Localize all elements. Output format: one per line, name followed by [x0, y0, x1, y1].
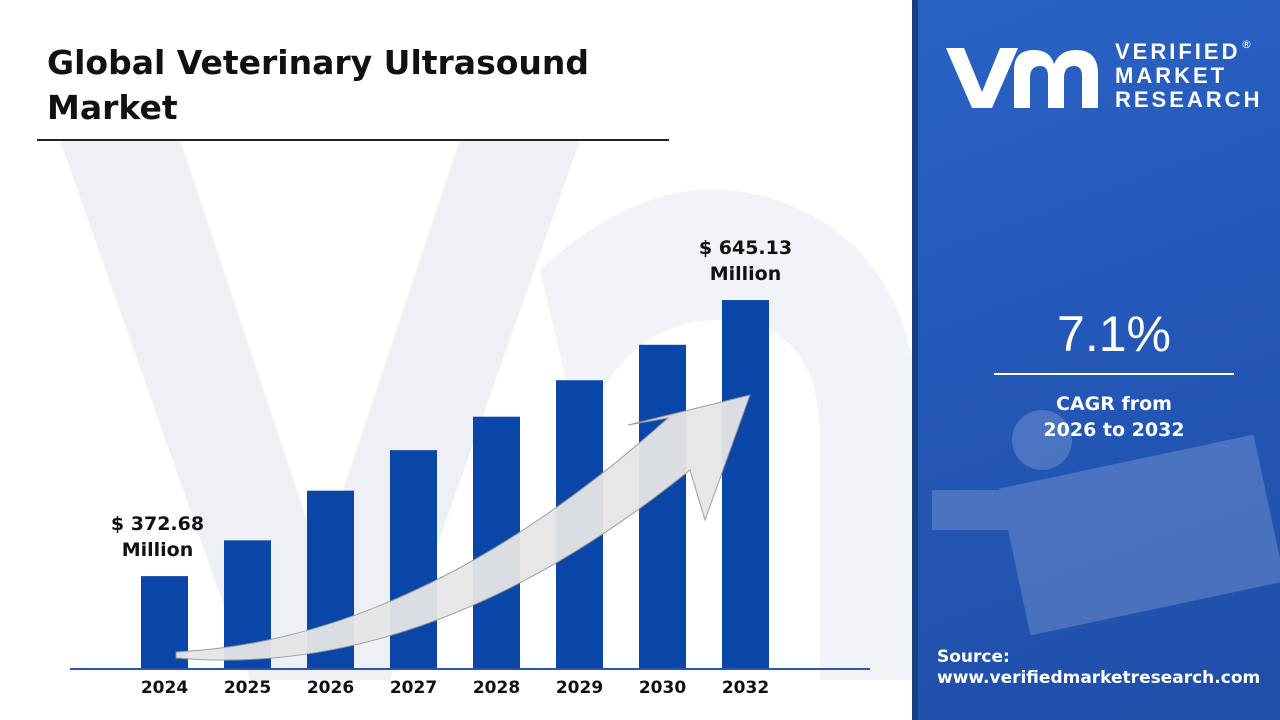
page-title: Global Veterinary Ultrasound Market	[47, 43, 590, 127]
cagr-label: CAGR from 2026 to 2032	[994, 391, 1234, 443]
logo-text: VERIFIED MARKET RESEARCH	[1115, 40, 1262, 112]
x-tick-label: 2025	[224, 678, 271, 698]
data-label-2024-line1: $ 372.68	[111, 513, 204, 535]
x-tick-label: 2029	[556, 678, 603, 698]
x-tick-label: 2030	[639, 678, 686, 698]
bar-2032	[722, 300, 769, 668]
watermark-logo	[60, 140, 912, 680]
data-label-2032-line2: Million	[710, 263, 782, 285]
data-label-2024-line2: Million	[122, 539, 194, 561]
panel-edge	[912, 0, 918, 720]
x-tick-label: 2028	[473, 678, 520, 698]
bar-2030	[639, 344, 686, 668]
x-tick-label: 2026	[307, 678, 354, 698]
source-url[interactable]: www.verifiedmarketresearch.com	[937, 668, 1261, 688]
logo-text-verified: VERIFIED	[1115, 39, 1241, 64]
cagr-label-line2: 2026 to 2032	[1043, 419, 1185, 441]
vmr-logo-icon	[946, 48, 1098, 108]
source-label: Source:	[937, 647, 1010, 667]
trend-arrow	[175, 394, 751, 661]
bar-chart: 2024 2025 2026 2027 2028 2029 2030 2032 $ 372.68…	[70, 237, 870, 698]
side-panel: VERIFIED MARKET RESEARCH ® 7.1% CAGR fro…	[912, 0, 1280, 720]
bar-2027	[390, 450, 437, 668]
logo-text-market: MARKET	[1115, 63, 1228, 88]
cagr-value: 7.1%	[1057, 306, 1171, 362]
chart-panel: Global Veterinary Ultrasound Market 2024…	[37, 43, 912, 698]
data-label-2032-line1: $ 645.13	[699, 237, 792, 259]
title-divider	[37, 139, 669, 141]
cagr-divider	[994, 373, 1234, 375]
registered-mark: ®	[1241, 38, 1252, 51]
x-tick-label: 2032	[722, 678, 769, 698]
x-tick-label: 2024	[141, 678, 188, 698]
source: Source: www.verifiedmarketresearch.com	[937, 647, 1260, 689]
logo-text-research: RESEARCH	[1115, 87, 1263, 112]
cagr-label-line1: CAGR from	[1056, 393, 1172, 415]
background-photo	[932, 410, 1280, 636]
x-tick-label: 2027	[390, 678, 437, 698]
